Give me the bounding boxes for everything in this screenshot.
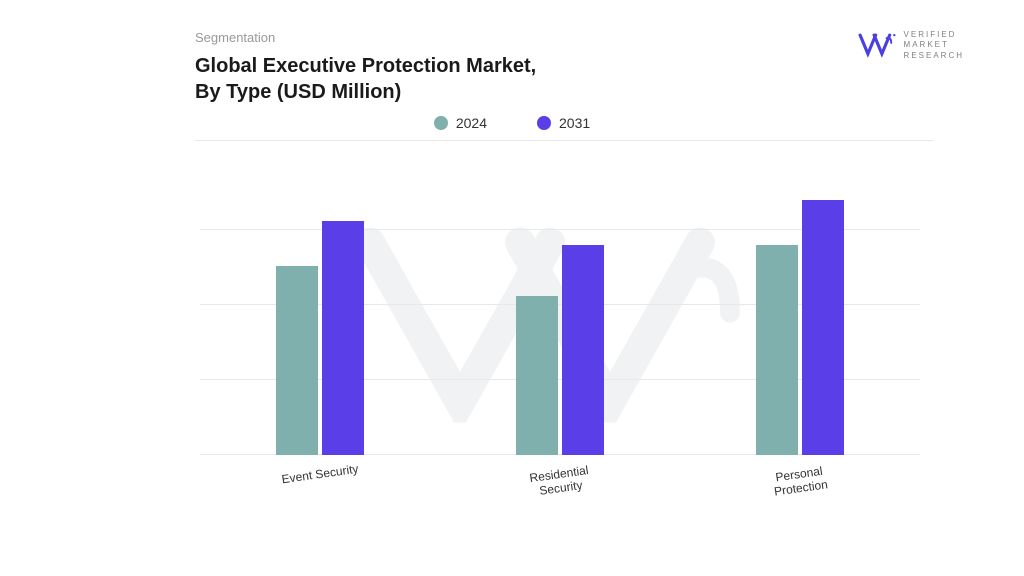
logo-text-line3: RESEARCH	[904, 51, 964, 61]
bar-group: PersonalProtection	[756, 200, 844, 455]
brand-logo: VERIFIED MARKET RESEARCH	[858, 30, 964, 61]
title-line-2: By Type (USD Million)	[195, 81, 401, 103]
bar-2031	[562, 245, 604, 455]
legend-dot-2031	[537, 116, 551, 130]
bar-group: ResidentialSecurity	[516, 245, 604, 455]
logo-text: VERIFIED MARKET RESEARCH	[904, 30, 964, 61]
chart-legend: 2024 2031	[0, 115, 1024, 131]
bar-2024	[756, 245, 798, 455]
legend-dot-2024	[434, 116, 448, 130]
logo-mark-icon	[858, 32, 898, 60]
category-label: PersonalProtection	[739, 459, 862, 504]
category-label: ResidentialSecurity	[499, 459, 622, 504]
legend-label-2031: 2031	[559, 115, 590, 131]
bar-2024	[276, 266, 318, 455]
chart-title: Global Executive Protection Market, By T…	[195, 53, 964, 105]
bar-2031	[802, 200, 844, 455]
bar-2024	[516, 296, 558, 455]
logo-text-line1: VERIFIED	[904, 30, 964, 40]
bars-container: Event Security ResidentialSecurity Persona…	[200, 155, 920, 455]
category-label: Event Security	[260, 459, 381, 490]
legend-item-2031: 2031	[537, 115, 590, 131]
segmentation-label: Segmentation	[195, 30, 964, 45]
title-line-1: Global Executive Protection Market,	[195, 55, 536, 77]
bar-group: Event Security	[276, 221, 364, 455]
chart-area: Event Security ResidentialSecurity Persona…	[200, 155, 920, 495]
divider-top	[195, 140, 934, 141]
bar-2031	[322, 221, 364, 455]
legend-label-2024: 2024	[456, 115, 487, 131]
logo-text-line2: MARKET	[904, 40, 964, 50]
legend-item-2024: 2024	[434, 115, 487, 131]
